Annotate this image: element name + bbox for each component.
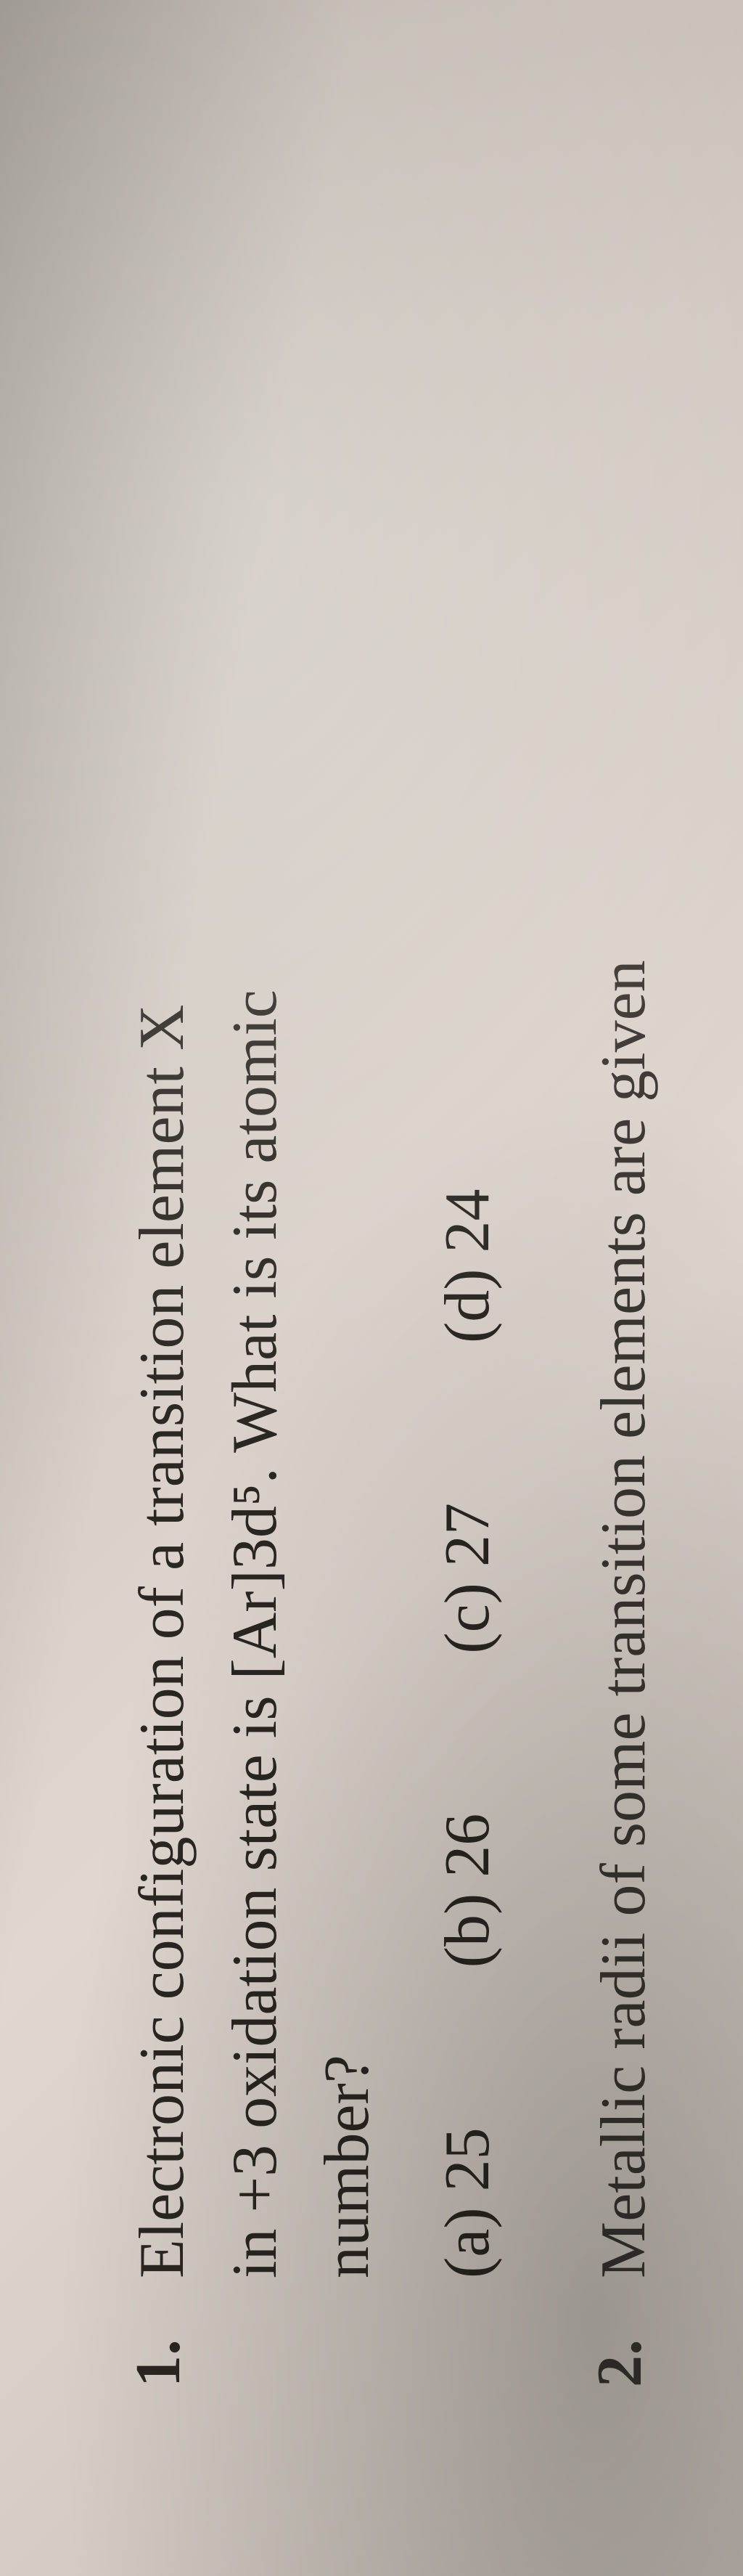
question-body: Electronic configuration of a transition… <box>116 145 512 2278</box>
option-a: (a) 25 <box>423 2127 512 2278</box>
option-label: (b) <box>432 1894 503 1968</box>
option-value: 27 <box>432 1503 503 1567</box>
option-label: (d) <box>432 1268 503 1343</box>
option-label: (a) <box>432 2207 503 2278</box>
question-text-fragment: in +3 oxidation state is [Ar]3d⁵. What i… <box>220 990 290 2278</box>
question-1: 1. Electronic configuration of a transit… <box>116 145 512 2387</box>
option-label: (c) <box>432 1583 503 1654</box>
option-b: (b) 26 <box>423 1814 512 1968</box>
question-row: 2. Metallic radii of some transition ele… <box>578 145 670 2387</box>
option-value: 25 <box>432 2127 503 2191</box>
rotated-page: 1. Electronic configuration of a transit… <box>0 0 743 2576</box>
question-2: 2. Metallic radii of some transition ele… <box>578 145 670 2387</box>
question-body: Metallic radii of some transition elemen… <box>578 145 670 2278</box>
options-row: (a) 25 (b) 26 (c) 27 (d) <box>423 145 512 2278</box>
option-value: 24 <box>432 1189 503 1252</box>
question-number: 1. <box>116 2278 202 2387</box>
question-row: 1. Electronic configuration of a transit… <box>116 145 512 2387</box>
option-c: (c) 27 <box>423 1503 512 1654</box>
question-text-line: Electronic configuration of a transition… <box>116 145 209 2278</box>
option-value: 26 <box>432 1814 503 1878</box>
question-number: 2. <box>578 2278 664 2387</box>
question-text-line: Metallic radii of some transition elemen… <box>578 145 670 2278</box>
question-text-line: number? <box>301 145 394 2278</box>
page-content: 1. Electronic configuration of a transit… <box>0 0 743 2576</box>
question-text-line: in +3 oxidation state is [Ar]3d⁵. What i… <box>209 145 302 2278</box>
option-d: (d) 24 <box>423 1189 512 1343</box>
